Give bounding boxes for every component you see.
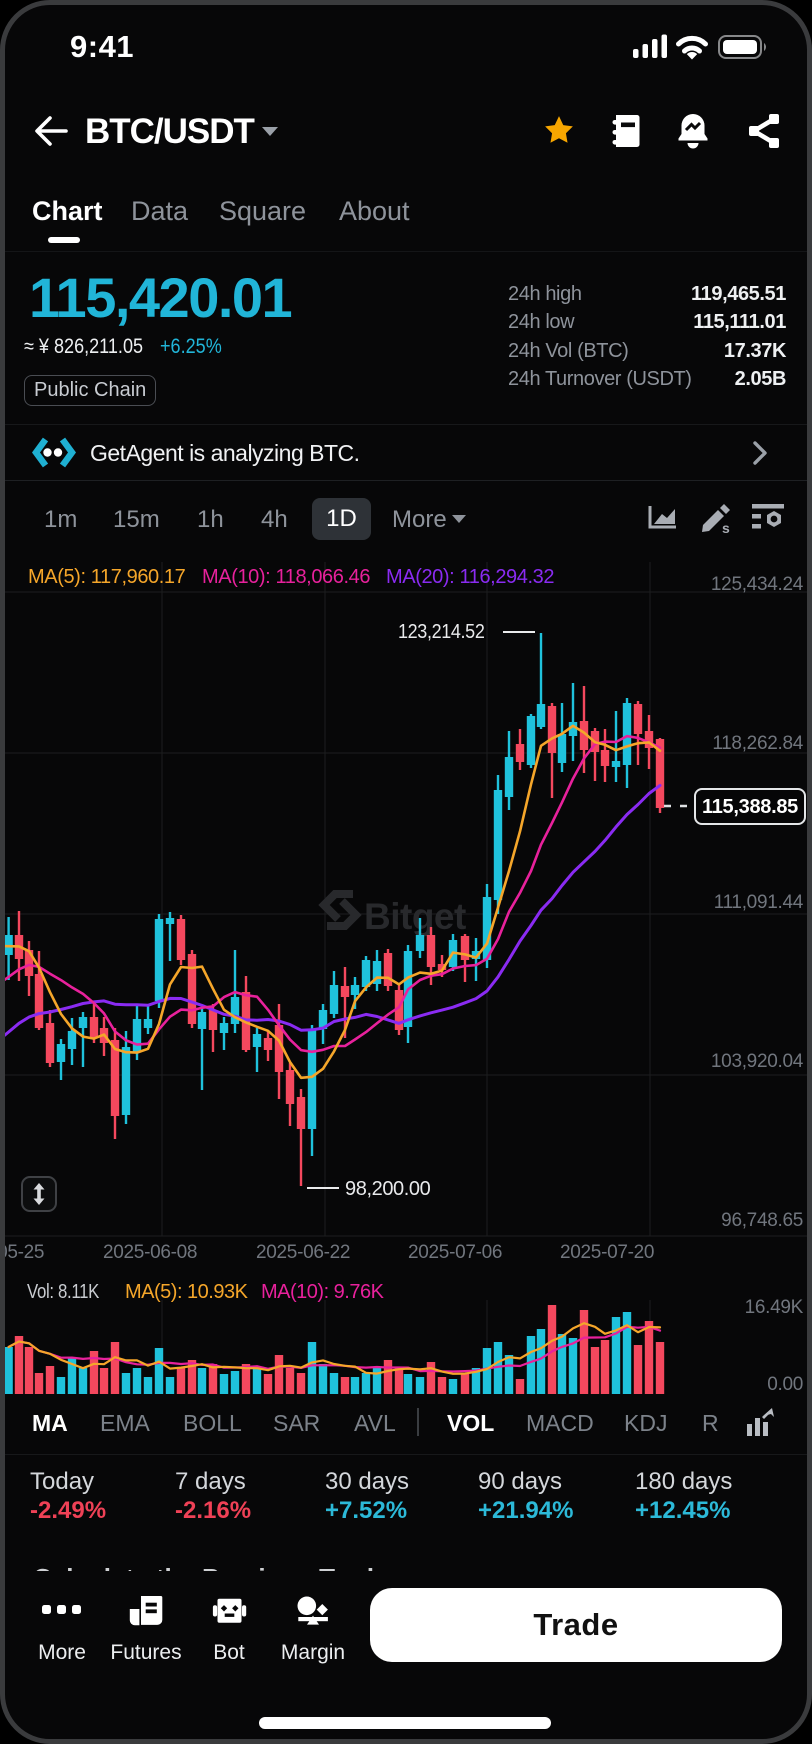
svg-text:s: s	[722, 520, 730, 534]
svg-text:Bitget: Bitget	[364, 896, 466, 937]
